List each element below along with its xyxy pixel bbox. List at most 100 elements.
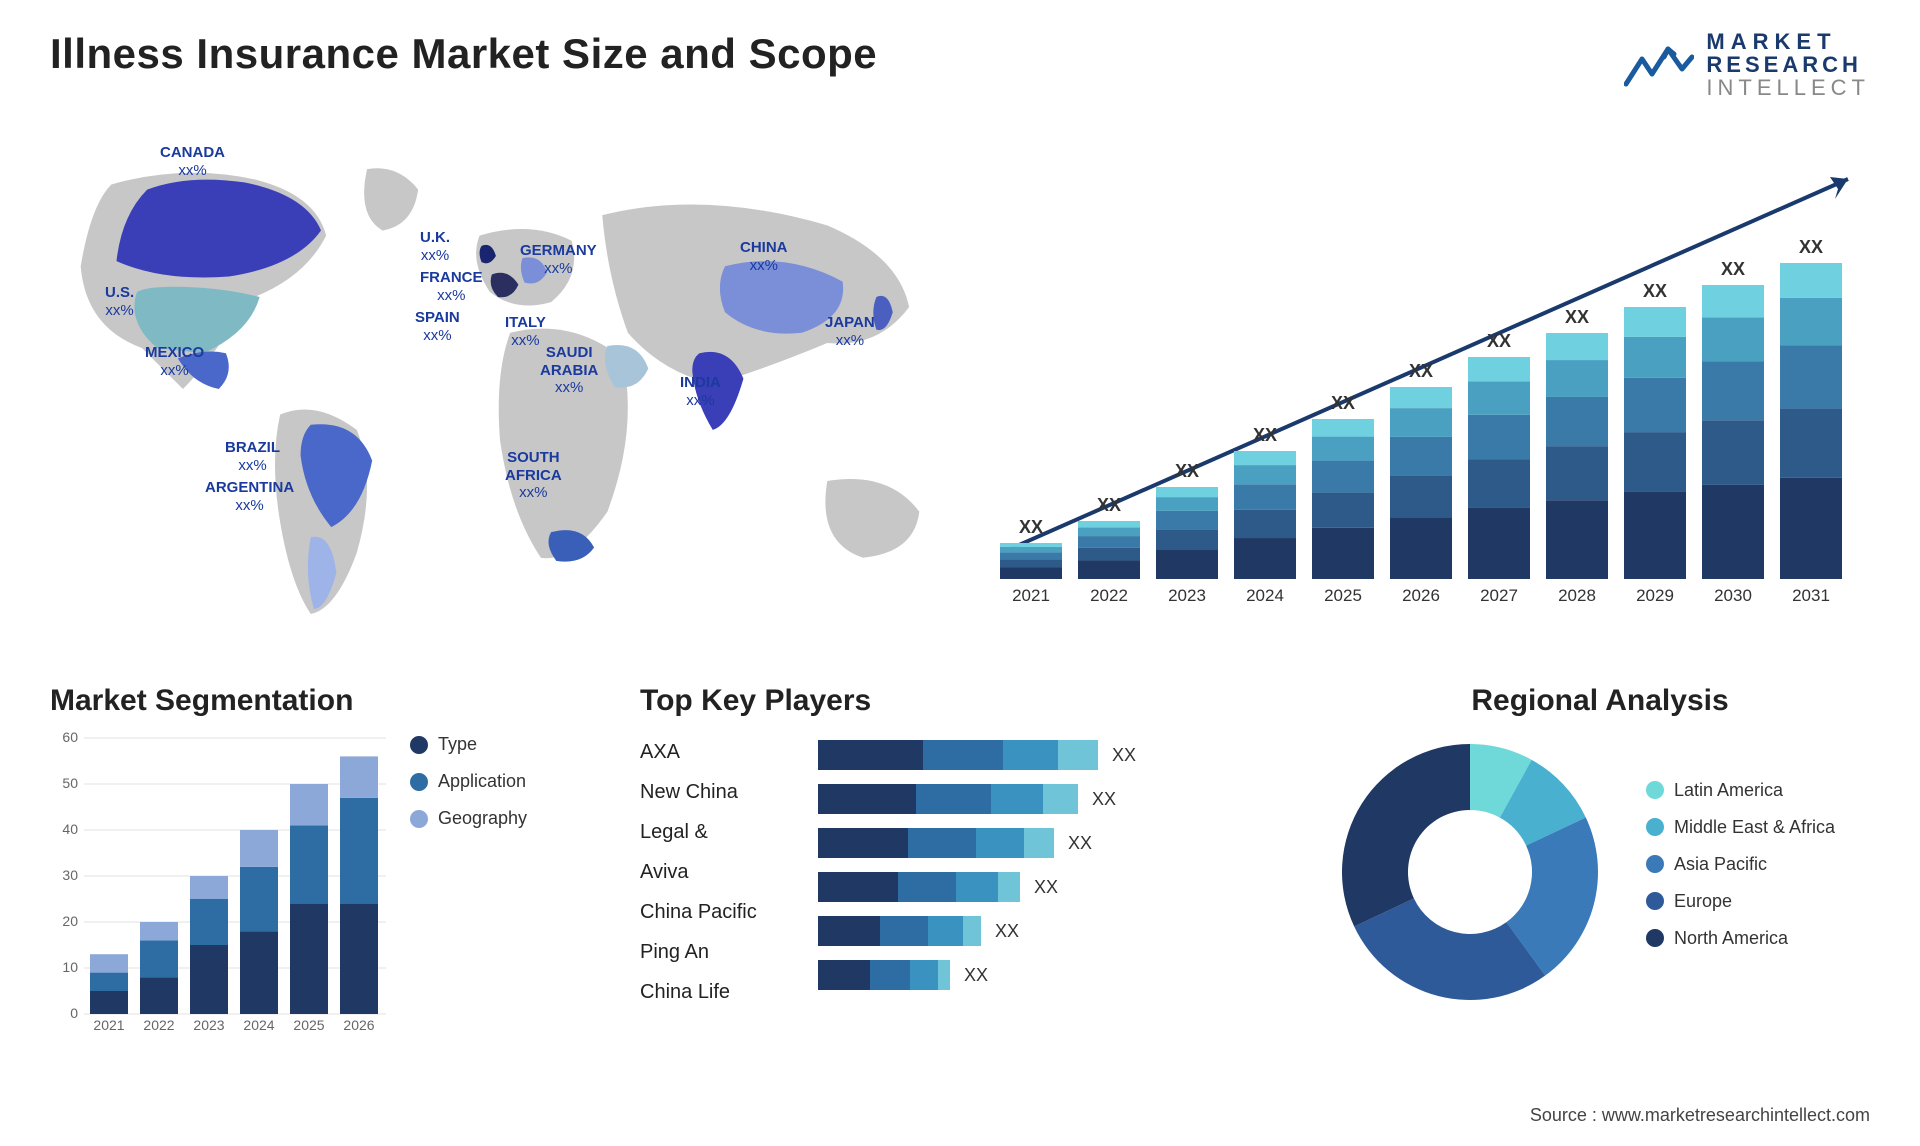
svg-text:XX: XX bbox=[1034, 877, 1058, 897]
svg-text:60: 60 bbox=[62, 732, 78, 745]
svg-text:XX: XX bbox=[1409, 361, 1433, 381]
svg-text:XX: XX bbox=[1253, 425, 1277, 445]
svg-text:XX: XX bbox=[1799, 237, 1823, 257]
map-label: INDIAxx% bbox=[680, 374, 721, 409]
svg-text:40: 40 bbox=[62, 821, 78, 837]
svg-text:2023: 2023 bbox=[193, 1017, 224, 1033]
map-label: CANADAxx% bbox=[160, 144, 225, 179]
legend-dot bbox=[410, 773, 428, 791]
legend-item: Application bbox=[410, 771, 527, 792]
map-label: FRANCExx% bbox=[420, 269, 483, 304]
legend-item: Middle East & Africa bbox=[1646, 817, 1835, 838]
svg-text:10: 10 bbox=[62, 959, 78, 975]
logo-line1: MARKET bbox=[1706, 30, 1870, 53]
top-section: CANADAxx% U.S.xx% MEXICOxx% BRAZILxx% ARGENT… bbox=[50, 129, 1870, 649]
map-label: GERMANYxx% bbox=[520, 242, 597, 277]
player-name: Ping An bbox=[640, 932, 800, 972]
svg-text:XX: XX bbox=[995, 921, 1019, 941]
player-name: Aviva bbox=[640, 852, 800, 892]
legend-dot bbox=[1646, 892, 1664, 910]
growth-chart: 2021 XX 2022 XX 2023 XX 2024 XX 2025 XX 2026 XX 2027… bbox=[990, 129, 1870, 649]
regional-panel: Regional Analysis Latin America Middle Ea… bbox=[1330, 684, 1870, 1064]
legend-item: Latin America bbox=[1646, 780, 1835, 801]
svg-text:XX: XX bbox=[1019, 517, 1043, 537]
svg-text:XX: XX bbox=[964, 965, 988, 985]
player-name: China Pacific bbox=[640, 892, 800, 932]
map-label: CHINAxx% bbox=[740, 239, 788, 274]
map-saudi bbox=[605, 345, 648, 388]
svg-text:2026: 2026 bbox=[343, 1017, 374, 1033]
svg-text:2028: 2028 bbox=[1558, 586, 1596, 605]
world-map: CANADAxx% U.S.xx% MEXICOxx% BRAZILxx% ARGENT… bbox=[50, 129, 950, 649]
legend-label: North America bbox=[1674, 928, 1788, 949]
svg-text:XX: XX bbox=[1097, 495, 1121, 515]
map-label: ARGENTINAxx% bbox=[205, 479, 294, 514]
regional-donut bbox=[1330, 732, 1610, 1012]
svg-text:2027: 2027 bbox=[1480, 586, 1518, 605]
regional-legend: Latin America Middle East & Africa Asia Pa… bbox=[1640, 780, 1835, 965]
svg-text:XX: XX bbox=[1331, 393, 1355, 413]
svg-text:2021: 2021 bbox=[93, 1017, 124, 1033]
legend-dot bbox=[1646, 855, 1664, 873]
legend-item: Asia Pacific bbox=[1646, 854, 1835, 875]
svg-text:2024: 2024 bbox=[1246, 586, 1284, 605]
svg-text:20: 20 bbox=[62, 913, 78, 929]
legend-dot bbox=[1646, 781, 1664, 799]
svg-text:XX: XX bbox=[1565, 307, 1589, 327]
map-svg bbox=[50, 129, 950, 649]
regional-title: Regional Analysis bbox=[1330, 684, 1870, 718]
svg-text:XX: XX bbox=[1112, 745, 1136, 765]
source-text: Source : www.marketresearchintellect.com bbox=[1530, 1105, 1870, 1126]
svg-text:2022: 2022 bbox=[143, 1017, 174, 1033]
svg-text:50: 50 bbox=[62, 775, 78, 791]
legend-label: Asia Pacific bbox=[1674, 854, 1767, 875]
logo-line3: INTELLECT bbox=[1706, 76, 1870, 99]
bottom-section: Market Segmentation 0 10 20 30 40 50 60 2021 202… bbox=[50, 684, 1870, 1064]
map-label: U.S.xx% bbox=[105, 284, 134, 319]
player-name: AXA bbox=[640, 732, 800, 772]
svg-text:2022: 2022 bbox=[1090, 586, 1128, 605]
legend-item: North America bbox=[1646, 928, 1835, 949]
svg-text:XX: XX bbox=[1487, 331, 1511, 351]
header: Illness Insurance Market Size and Scope … bbox=[50, 30, 1870, 99]
legend-dot bbox=[1646, 929, 1664, 947]
map-label: BRAZILxx% bbox=[225, 439, 280, 474]
svg-text:XX: XX bbox=[1643, 281, 1667, 301]
svg-text:XX: XX bbox=[1175, 461, 1199, 481]
legend-dot bbox=[1646, 818, 1664, 836]
legend-label: Application bbox=[438, 771, 526, 792]
svg-text:2030: 2030 bbox=[1714, 586, 1752, 605]
legend-label: Latin America bbox=[1674, 780, 1783, 801]
svg-text:2024: 2024 bbox=[243, 1017, 274, 1033]
segmentation-legend: Type Application Geography bbox=[390, 684, 527, 1064]
map-label: MEXICOxx% bbox=[145, 344, 204, 379]
map-label: SAUDIARABIAxx% bbox=[540, 344, 598, 396]
legend-label: Geography bbox=[438, 808, 527, 829]
players-chart: XX XX XX XX XX XX bbox=[818, 732, 1278, 1032]
segmentation-title: Market Segmentation bbox=[50, 684, 390, 718]
svg-text:2025: 2025 bbox=[1324, 586, 1362, 605]
page-title: Illness Insurance Market Size and Scope bbox=[50, 30, 877, 78]
legend-item: Type bbox=[410, 734, 527, 755]
segmentation-chart: 0 10 20 30 40 50 60 2021 2022 2023 2024 2025 2026 bbox=[50, 732, 390, 1042]
svg-text:XX: XX bbox=[1721, 259, 1745, 279]
segmentation-panel: Market Segmentation 0 10 20 30 40 50 60 2021 202… bbox=[50, 684, 610, 1064]
svg-text:2026: 2026 bbox=[1402, 586, 1440, 605]
svg-text:30: 30 bbox=[62, 867, 78, 883]
legend-dot bbox=[410, 736, 428, 754]
svg-text:2023: 2023 bbox=[1168, 586, 1206, 605]
legend-item: Europe bbox=[1646, 891, 1835, 912]
svg-text:XX: XX bbox=[1092, 789, 1116, 809]
svg-text:2031: 2031 bbox=[1792, 586, 1830, 605]
legend-label: Europe bbox=[1674, 891, 1732, 912]
player-name: China Life bbox=[640, 972, 800, 1012]
svg-text:0: 0 bbox=[70, 1005, 78, 1021]
players-panel: Top Key Players AXANew ChinaLegal &Aviva… bbox=[640, 684, 1300, 1064]
growth-chart-svg: 2021 XX 2022 XX 2023 XX 2024 XX 2025 XX 2026 XX 2027… bbox=[990, 129, 1870, 649]
svg-text:2025: 2025 bbox=[293, 1017, 324, 1033]
player-name: New China bbox=[640, 772, 800, 812]
svg-text:2021: 2021 bbox=[1012, 586, 1050, 605]
brand-logo: MARKET RESEARCH INTELLECT bbox=[1624, 30, 1870, 99]
logo-line2: RESEARCH bbox=[1706, 53, 1870, 76]
svg-text:XX: XX bbox=[1068, 833, 1092, 853]
